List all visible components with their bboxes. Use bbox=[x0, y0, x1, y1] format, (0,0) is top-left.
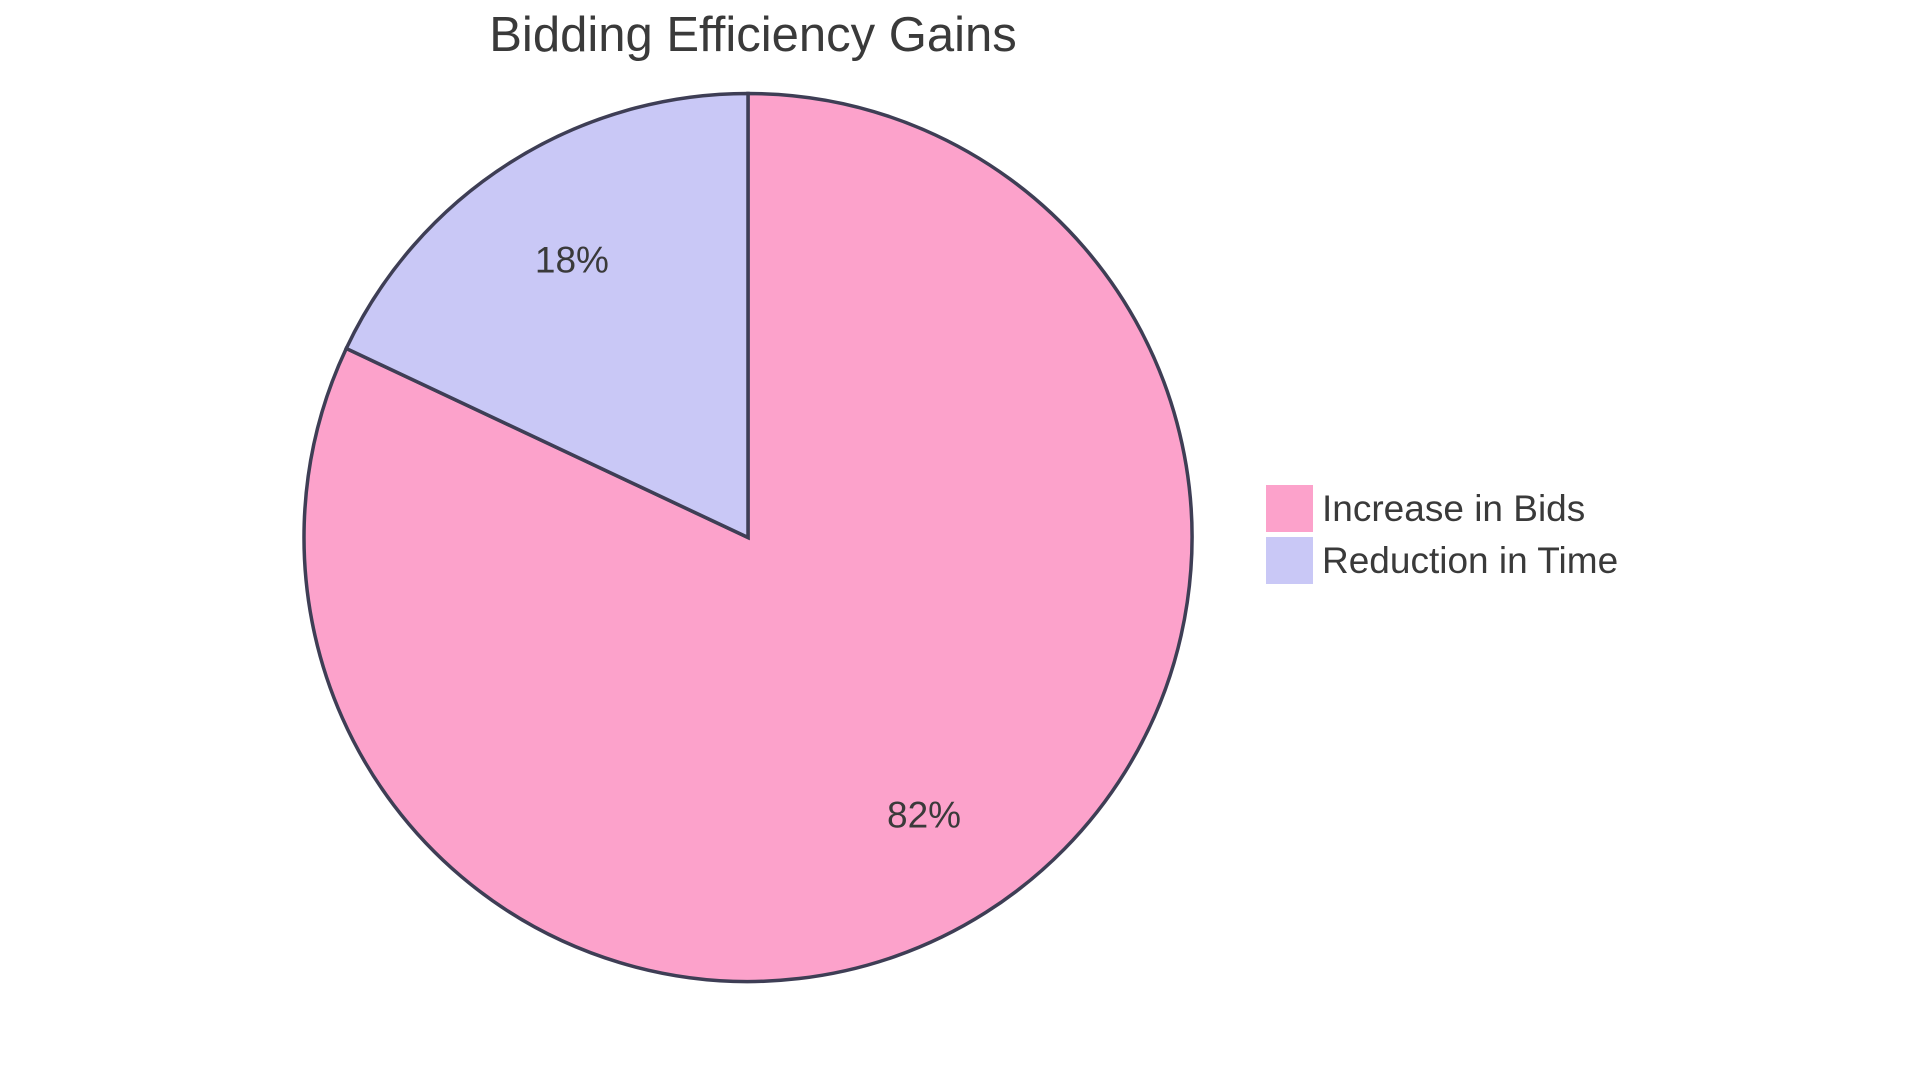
legend-swatch bbox=[1266, 537, 1313, 584]
legend: Increase in Bids Reduction in Time bbox=[1266, 485, 1618, 584]
pie-slice-percent-label: 18% bbox=[535, 240, 609, 281]
legend-item-reduction-in-time[interactable]: Reduction in Time bbox=[1266, 537, 1618, 584]
legend-label: Reduction in Time bbox=[1322, 539, 1619, 581]
legend-item-increase-in-bids[interactable]: Increase in Bids bbox=[1266, 485, 1618, 532]
pie-slice-reduction-in-time[interactable] bbox=[343, 91, 750, 541]
legend-swatch bbox=[1266, 485, 1313, 532]
pie-slice-percent-label: 82% bbox=[887, 794, 961, 835]
chart-title: Bidding Efficiency Gains bbox=[489, 8, 1017, 62]
legend-label: Increase in Bids bbox=[1322, 487, 1586, 529]
